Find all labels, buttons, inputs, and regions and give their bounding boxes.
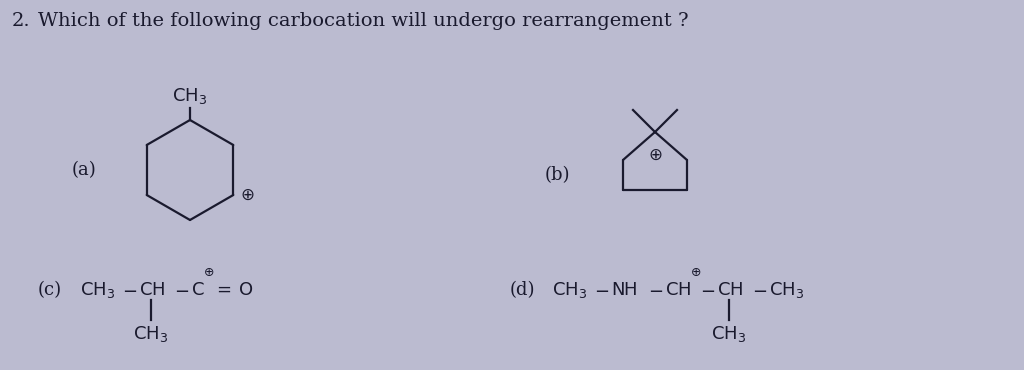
Text: $-$: $-$ <box>700 281 715 299</box>
Text: $=\,\mathrm{O}$: $=\,\mathrm{O}$ <box>213 281 253 299</box>
Text: 2.: 2. <box>12 12 31 30</box>
Text: $\mathrm{CH}$: $\mathrm{CH}$ <box>717 281 743 299</box>
Text: $\oplus$: $\oplus$ <box>203 266 214 279</box>
Text: (c): (c) <box>38 281 62 299</box>
Text: Which of the following carbocation will undergo rearrangement ?: Which of the following carbocation will … <box>38 12 688 30</box>
Text: $-$: $-$ <box>174 281 189 299</box>
Text: $\mathrm{CH_3}$: $\mathrm{CH_3}$ <box>552 280 587 300</box>
Text: $-$: $-$ <box>594 281 609 299</box>
Text: $\oplus$: $\oplus$ <box>690 266 701 279</box>
Text: $\mathrm{CH_3}$: $\mathrm{CH_3}$ <box>712 324 746 344</box>
Text: $\mathrm{NH}$: $\mathrm{NH}$ <box>611 281 638 299</box>
Text: $-$: $-$ <box>122 281 137 299</box>
Text: $\oplus$: $\oplus$ <box>241 186 255 204</box>
Text: $\mathrm{C}$: $\mathrm{C}$ <box>191 281 205 299</box>
Text: $\oplus$: $\oplus$ <box>648 147 663 164</box>
Text: $\mathrm{CH_3}$: $\mathrm{CH_3}$ <box>172 86 208 106</box>
Text: (b): (b) <box>545 166 570 184</box>
Text: $\mathrm{CH}$: $\mathrm{CH}$ <box>139 281 165 299</box>
Text: $-$: $-$ <box>752 281 767 299</box>
Text: (a): (a) <box>72 161 96 179</box>
Text: $\mathrm{CH_3}$: $\mathrm{CH_3}$ <box>133 324 169 344</box>
Text: $\mathrm{CH_3}$: $\mathrm{CH_3}$ <box>80 280 116 300</box>
Text: $\mathrm{CH_3}$: $\mathrm{CH_3}$ <box>769 280 804 300</box>
Text: $-$: $-$ <box>648 281 664 299</box>
Text: $\mathrm{CH}$: $\mathrm{CH}$ <box>665 281 691 299</box>
Text: (d): (d) <box>510 281 536 299</box>
